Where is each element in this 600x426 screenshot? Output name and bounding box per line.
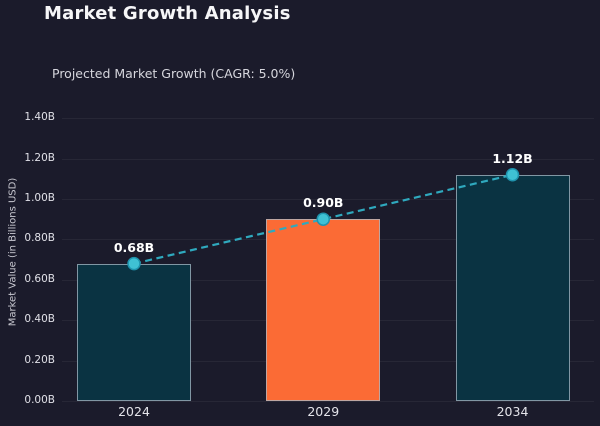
gridline xyxy=(62,158,594,160)
value-label-2024: 0.68B xyxy=(113,239,155,255)
y-tick-label: 0.60B xyxy=(24,272,55,285)
y-tick-label: 0.20B xyxy=(24,353,55,366)
value-label-2034: 1.12B xyxy=(492,150,533,166)
chart-title: Market Growth Analysis xyxy=(44,3,291,24)
gridline xyxy=(62,118,594,120)
y-tick-label: 1.40B xyxy=(24,111,55,124)
x-tick-label-2029: 2029 xyxy=(307,404,340,419)
y-tick-label: 1.00B xyxy=(24,192,55,204)
y-tick-label: 0.80B xyxy=(24,232,55,245)
value-label-2029: 0.90B xyxy=(303,195,344,211)
y-tick-label: 1.20B xyxy=(24,151,55,164)
y-tick-label: 0.40B xyxy=(24,313,55,326)
y-tick-label: 0.00B xyxy=(24,394,55,406)
gridline xyxy=(62,401,594,402)
bar-2034 xyxy=(455,174,570,401)
bar-2024 xyxy=(77,263,191,401)
chart-subtitle: Projected Market Growth (CAGR: 5.0%) xyxy=(52,66,296,81)
x-tick-label-2024: 2024 xyxy=(118,404,150,419)
bar-2029 xyxy=(266,219,381,401)
x-tick-label-2034: 2034 xyxy=(496,404,529,419)
